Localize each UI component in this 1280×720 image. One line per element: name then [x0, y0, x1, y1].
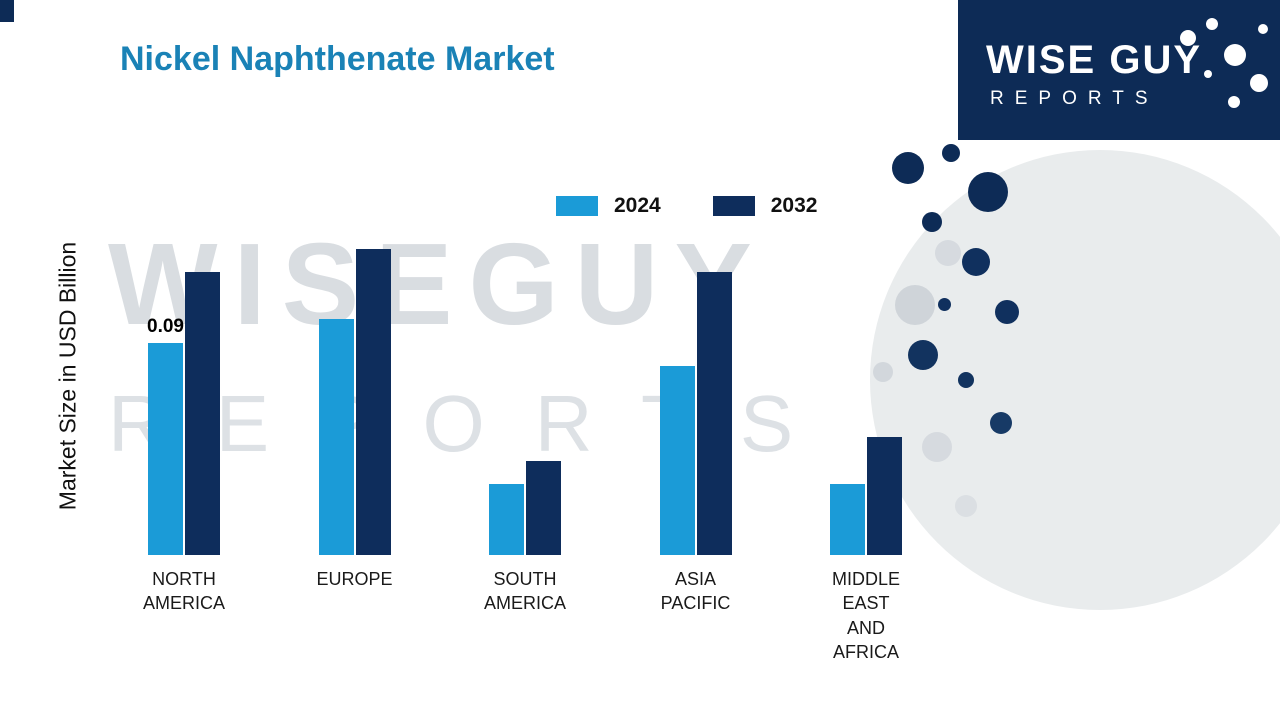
chart-plot: 0.09 NORTH AMERICA EUROPE SOUTH AMERICA ASIA…: [143, 225, 902, 662]
y-axis-label: Market Size in USD Billion: [54, 241, 81, 511]
bar-2024-north-america: 0.09: [147, 316, 184, 555]
decorative-dot: [955, 495, 977, 517]
bar-value-label: 0.09: [147, 316, 184, 337]
decorative-dot: [962, 248, 990, 276]
decorative-dot: [958, 372, 974, 388]
bars-north-america: 0.09: [147, 272, 220, 555]
bar-2032-middle-east-and-africa: [867, 437, 902, 555]
decorative-dot: [873, 362, 893, 382]
legend-item-2024: 2024: [556, 194, 661, 218]
legend-label-2032: 2032: [770, 194, 818, 217]
decorative-dot: [968, 172, 1008, 212]
bar-group-south-america: SOUTH AMERICA: [484, 225, 566, 613]
decorative-dot: [908, 340, 938, 370]
bar-group-europe: EUROPE: [316, 225, 393, 589]
logo-line2: REPORTS: [990, 88, 1159, 109]
decorative-dot: [1224, 44, 1246, 66]
bar-group-middle-east-and-africa: MIDDLE EAST AND AFRICA: [830, 225, 902, 662]
bar-2032-north-america: [185, 272, 220, 555]
decorative-dot: [1250, 74, 1268, 92]
decorative-dot: [938, 298, 951, 311]
decorative-dot: [942, 144, 960, 162]
bars-asia-pacific: [659, 272, 732, 555]
decorative-dot: [922, 212, 942, 232]
decorative-dot: [995, 300, 1019, 324]
bar-2032-south-america: [526, 461, 561, 555]
category-label-north-america: NORTH AMERICA: [142, 569, 225, 614]
legend: 2024 2032: [556, 194, 817, 218]
legend-swatch-2024: [556, 196, 598, 216]
decorative-dot: [1206, 18, 1218, 30]
category-label-middle-east-and-africa: MIDDLE EAST AND AFRICA: [831, 569, 900, 662]
bar-group-asia-pacific: ASIA PACIFIC: [659, 225, 732, 613]
decorative-dot: [1228, 96, 1240, 108]
bar-2024-south-america: [489, 484, 524, 555]
legend-swatch-2032: [712, 196, 755, 216]
bar-2024-europe: [318, 319, 354, 555]
bars-south-america: [489, 461, 561, 555]
decorative-dot: [1204, 70, 1212, 78]
decorative-dot: [1180, 30, 1196, 46]
bar-2032-europe: [355, 249, 391, 555]
decorative-dot: [922, 432, 952, 462]
category-label-asia-pacific: ASIA PACIFIC: [660, 569, 731, 614]
logo-line1: WISE GUY: [986, 38, 1203, 82]
bar-2032-asia-pacific: [696, 272, 732, 555]
decorative-dot: [935, 240, 961, 266]
chart-title: Nickel Naphthenate Market: [120, 40, 555, 78]
decorative-dot: [1258, 24, 1268, 34]
corner-accent: [0, 0, 14, 22]
bar-2024-middle-east-and-africa: [830, 484, 865, 555]
category-label-europe: EUROPE: [316, 569, 393, 589]
decorative-dot: [990, 412, 1012, 434]
bars-europe: [318, 249, 391, 555]
legend-item-2032: 2032: [712, 194, 818, 218]
decorative-dot: [892, 152, 924, 184]
bars-middle-east-and-africa: [830, 437, 902, 555]
decorative-dot: [895, 285, 935, 325]
bar-group-north-america: 0.09 NORTH AMERICA: [143, 225, 225, 613]
category-label-south-america: SOUTH AMERICA: [483, 569, 566, 614]
bar-2024-asia-pacific: [659, 366, 695, 555]
legend-label-2024: 2024: [614, 194, 661, 217]
logo: WISE GUY REPORTS: [958, 0, 1280, 140]
